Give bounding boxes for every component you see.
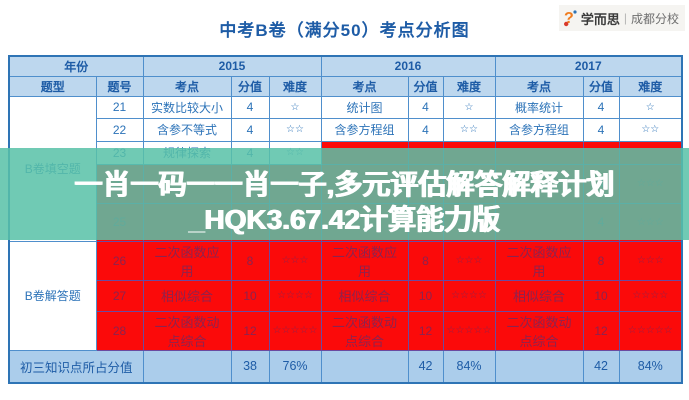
- logo-branch-text: 成都分校: [630, 11, 679, 26]
- cell-difficulty: ☆☆: [442, 117, 496, 142]
- logo-divider: |: [623, 11, 627, 25]
- cell-score: 12: [230, 310, 270, 351]
- cell-difficulty: ☆☆☆: [442, 240, 496, 281]
- cell-topic: 实数比较大小: [142, 95, 232, 119]
- cell-difficulty: ☆☆: [618, 117, 683, 142]
- header-score: 分值: [407, 75, 444, 97]
- cell-difficulty: ☆: [618, 95, 683, 119]
- cell-topic: 二次函数动点综合: [494, 310, 584, 351]
- table-row: 27 相似综合 10 ☆☆☆☆ 相似综合 10 ☆☆☆☆ 相似综合 10 ☆☆☆…: [9, 279, 683, 312]
- cell-score: 4: [407, 117, 444, 142]
- cell-score: 4: [230, 95, 270, 119]
- watermark-text-line1: 一肖一码一一肖一子,多元评估解答解释计划: [74, 169, 615, 200]
- logo-brand-text: 学而思: [580, 11, 620, 27]
- cell-topic: 二次函数应用: [142, 240, 232, 281]
- cell-score: 4: [230, 117, 270, 142]
- cell-score: 10: [407, 279, 444, 312]
- cell-number: 21: [95, 95, 144, 119]
- cell-topic: 含参方程组: [494, 117, 584, 142]
- header-number: 题号: [95, 75, 144, 97]
- cell-difficulty: ☆☆☆☆: [618, 279, 683, 312]
- cell-topic: 二次函数应用: [320, 240, 409, 281]
- cell-difficulty: ☆☆☆☆: [442, 279, 496, 312]
- cell-topic: 相似综合: [320, 279, 409, 312]
- cell-topic: 二次函数动点综合: [320, 310, 409, 351]
- summary-score: 42: [407, 349, 444, 384]
- svg-text:?: ?: [564, 10, 574, 27]
- header-type: 题型: [8, 75, 97, 97]
- cell-number: 28: [95, 310, 144, 351]
- summary-percent: 76%: [268, 349, 322, 384]
- header-difficulty: 难度: [442, 75, 496, 97]
- cell-score: 4: [582, 117, 620, 142]
- summary-percent: 84%: [442, 349, 496, 384]
- summary-score: 38: [230, 349, 270, 384]
- header-difficulty: 难度: [618, 75, 683, 97]
- table-header-columns: 题型 题号 考点 分值 难度 考点 分值 难度 考点 分值 难度: [8, 75, 683, 97]
- table-row: 28 二次函数动点综合 12 ☆☆☆☆☆ 二次函数动点综合 12 ☆☆☆☆☆ 二…: [9, 310, 683, 351]
- cell-difficulty: ☆: [268, 95, 322, 119]
- cell-number: 26: [95, 240, 144, 281]
- cell-score: 10: [582, 279, 620, 312]
- cell-difficulty: ☆☆☆☆: [268, 279, 322, 312]
- cell-number: 22: [95, 117, 144, 142]
- table-header-years: 年份 2015 2016 2017: [8, 55, 683, 77]
- table-row: B卷填空题 21 实数比较大小 4 ☆ 统计图 4 ☆ 概率统计 4 ☆: [8, 95, 683, 242]
- summary-topic-empty: [494, 349, 584, 384]
- header-2016: 2016: [320, 55, 496, 77]
- summary-topic-empty: [142, 349, 232, 384]
- cell-topic: 统计图: [320, 95, 409, 119]
- cell-difficulty: ☆: [442, 95, 496, 119]
- cell-score: 4: [407, 95, 444, 119]
- cell-topic: 含参方程组: [320, 117, 409, 142]
- xueersi-logo: ? 学而思 | 成都分校: [558, 5, 685, 31]
- header-topic: 考点: [494, 75, 584, 97]
- header-2017: 2017: [494, 55, 683, 77]
- page-title: 中考B卷（满分50）考点分析图: [219, 21, 470, 40]
- cell-difficulty: ☆☆☆: [268, 240, 322, 281]
- cell-topic: 概率统计: [494, 95, 584, 119]
- summary-topic-empty: [320, 349, 409, 384]
- cell-score: 12: [407, 310, 444, 351]
- cell-difficulty: ☆☆☆: [618, 240, 683, 281]
- cell-difficulty: ☆☆☆☆☆: [442, 310, 496, 351]
- summary-row: 初三知识点所占分值 38 76% 42 84% 42 84%: [8, 349, 683, 384]
- cell-difficulty: ☆☆☆☆☆: [268, 310, 322, 351]
- header-topic: 考点: [320, 75, 409, 97]
- cell-topic: 含参不等式: [142, 117, 232, 142]
- header-topic: 考点: [142, 75, 232, 97]
- watermark-text-line2: _HQK3.67.42计算能力版: [188, 204, 501, 235]
- cell-score: 8: [407, 240, 444, 281]
- xueersi-flame-icon: ?: [563, 9, 578, 27]
- cell-difficulty: ☆☆: [268, 117, 322, 142]
- header-score: 分值: [230, 75, 270, 97]
- group-label-answer: B卷解答题: [8, 240, 97, 351]
- cell-topic: 二次函数动点综合: [142, 310, 232, 351]
- cell-number: 27: [95, 279, 144, 312]
- cell-topic: 相似综合: [494, 279, 584, 312]
- header-year: 年份: [8, 55, 144, 77]
- header-difficulty: 难度: [268, 75, 322, 97]
- summary-percent: 84%: [618, 349, 683, 384]
- cell-difficulty: ☆☆☆☆☆: [618, 310, 683, 351]
- table-row: 22 含参不等式 4 ☆☆ 含参方程组 4 ☆☆ 含参方程组 4 ☆☆: [9, 117, 683, 142]
- summary-score: 42: [582, 349, 620, 384]
- summary-label: 初三知识点所占分值: [8, 349, 144, 384]
- cell-score: 8: [230, 240, 270, 281]
- cell-topic: 相似综合: [142, 279, 232, 312]
- table-row: B卷解答题 26 二次函数应用 8 ☆☆☆ 二次函数应用 8 ☆☆☆ 二次函数应…: [8, 240, 683, 351]
- cell-topic: 二次函数应用: [494, 240, 584, 281]
- cell-score: 4: [582, 95, 620, 119]
- cell-score: 12: [582, 310, 620, 351]
- header-2015: 2015: [142, 55, 322, 77]
- watermark-overlay-banner: 一肖一码一一肖一子,多元评估解答解释计划 _HQK3.67.42计算能力版: [0, 148, 689, 240]
- cell-score: 8: [582, 240, 620, 281]
- cell-score: 10: [230, 279, 270, 312]
- header-score: 分值: [582, 75, 620, 97]
